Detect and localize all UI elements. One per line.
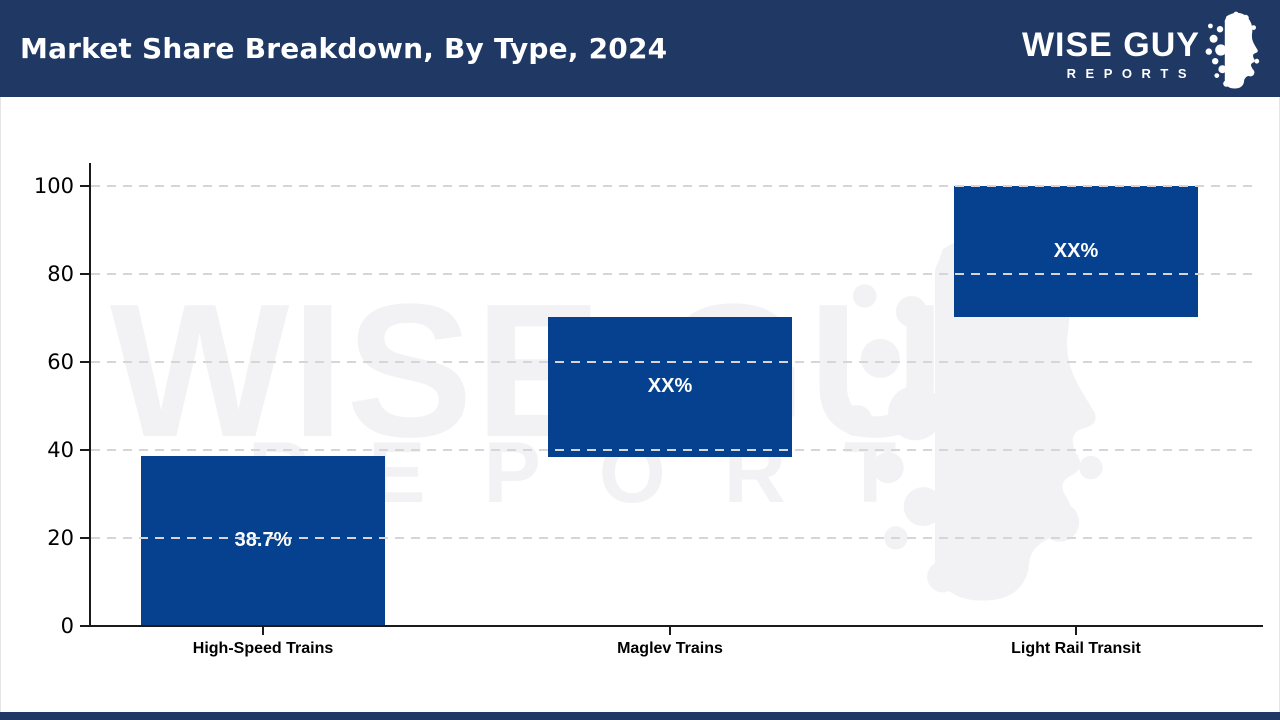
y-tick-label: 0 bbox=[60, 614, 74, 638]
y-tick-mark bbox=[80, 185, 89, 187]
y-tick-mark bbox=[80, 449, 89, 451]
wise-guy-reports-logo: WISE GUY REPORTS bbox=[1020, 4, 1270, 94]
y-tick-label: 20 bbox=[47, 526, 74, 550]
logo-face-icon bbox=[1205, 11, 1260, 89]
gridline-y-40 bbox=[91, 449, 1259, 451]
gridline-y-20 bbox=[91, 537, 1259, 539]
y-axis-line bbox=[89, 163, 91, 627]
x-axis-label-high-speed-trains: High-Speed Trains bbox=[192, 640, 334, 657]
y-tick-label: 60 bbox=[47, 350, 74, 374]
chart-title: Market Share Breakdown, By Type, 2024 bbox=[20, 32, 668, 65]
bar-value-label: XX% bbox=[647, 375, 693, 398]
y-tick-mark bbox=[80, 537, 89, 539]
bar-value-label: 38.7% bbox=[234, 529, 292, 552]
y-tick-label: 40 bbox=[47, 438, 74, 462]
bar-high-speed-trains: 38.7% bbox=[141, 455, 385, 626]
gridline-y-80 bbox=[91, 273, 1259, 275]
bar-value-label: XX% bbox=[1053, 240, 1099, 263]
y-tick-mark bbox=[80, 273, 89, 275]
y-tick-label: 80 bbox=[47, 262, 74, 286]
x-tick-mark bbox=[262, 627, 264, 635]
x-axis-label-light-rail-transit: Light Rail Transit bbox=[1011, 640, 1141, 657]
gridline-y-60 bbox=[91, 361, 1259, 363]
x-tick-mark bbox=[1075, 627, 1077, 635]
y-tick-mark bbox=[80, 361, 89, 363]
x-axis-line bbox=[89, 625, 1263, 627]
x-tick-mark bbox=[669, 627, 671, 635]
y-tick-mark bbox=[80, 625, 89, 627]
bar-maglev-trains: XX% bbox=[548, 317, 792, 457]
footer-bar bbox=[0, 712, 1280, 720]
logo-wiseguy-text: WISE GUY bbox=[1021, 26, 1200, 64]
y-tick-label: 100 bbox=[33, 174, 74, 198]
x-axis-label-maglev-trains: Maglev Trains bbox=[617, 640, 723, 657]
logo-reports-text: REPORTS bbox=[1066, 66, 1196, 81]
bar-light-rail-transit: XX% bbox=[954, 186, 1198, 318]
header-bar: Market Share Breakdown, By Type, 2024 WI… bbox=[0, 0, 1280, 97]
gridline-y-100 bbox=[91, 185, 1259, 187]
